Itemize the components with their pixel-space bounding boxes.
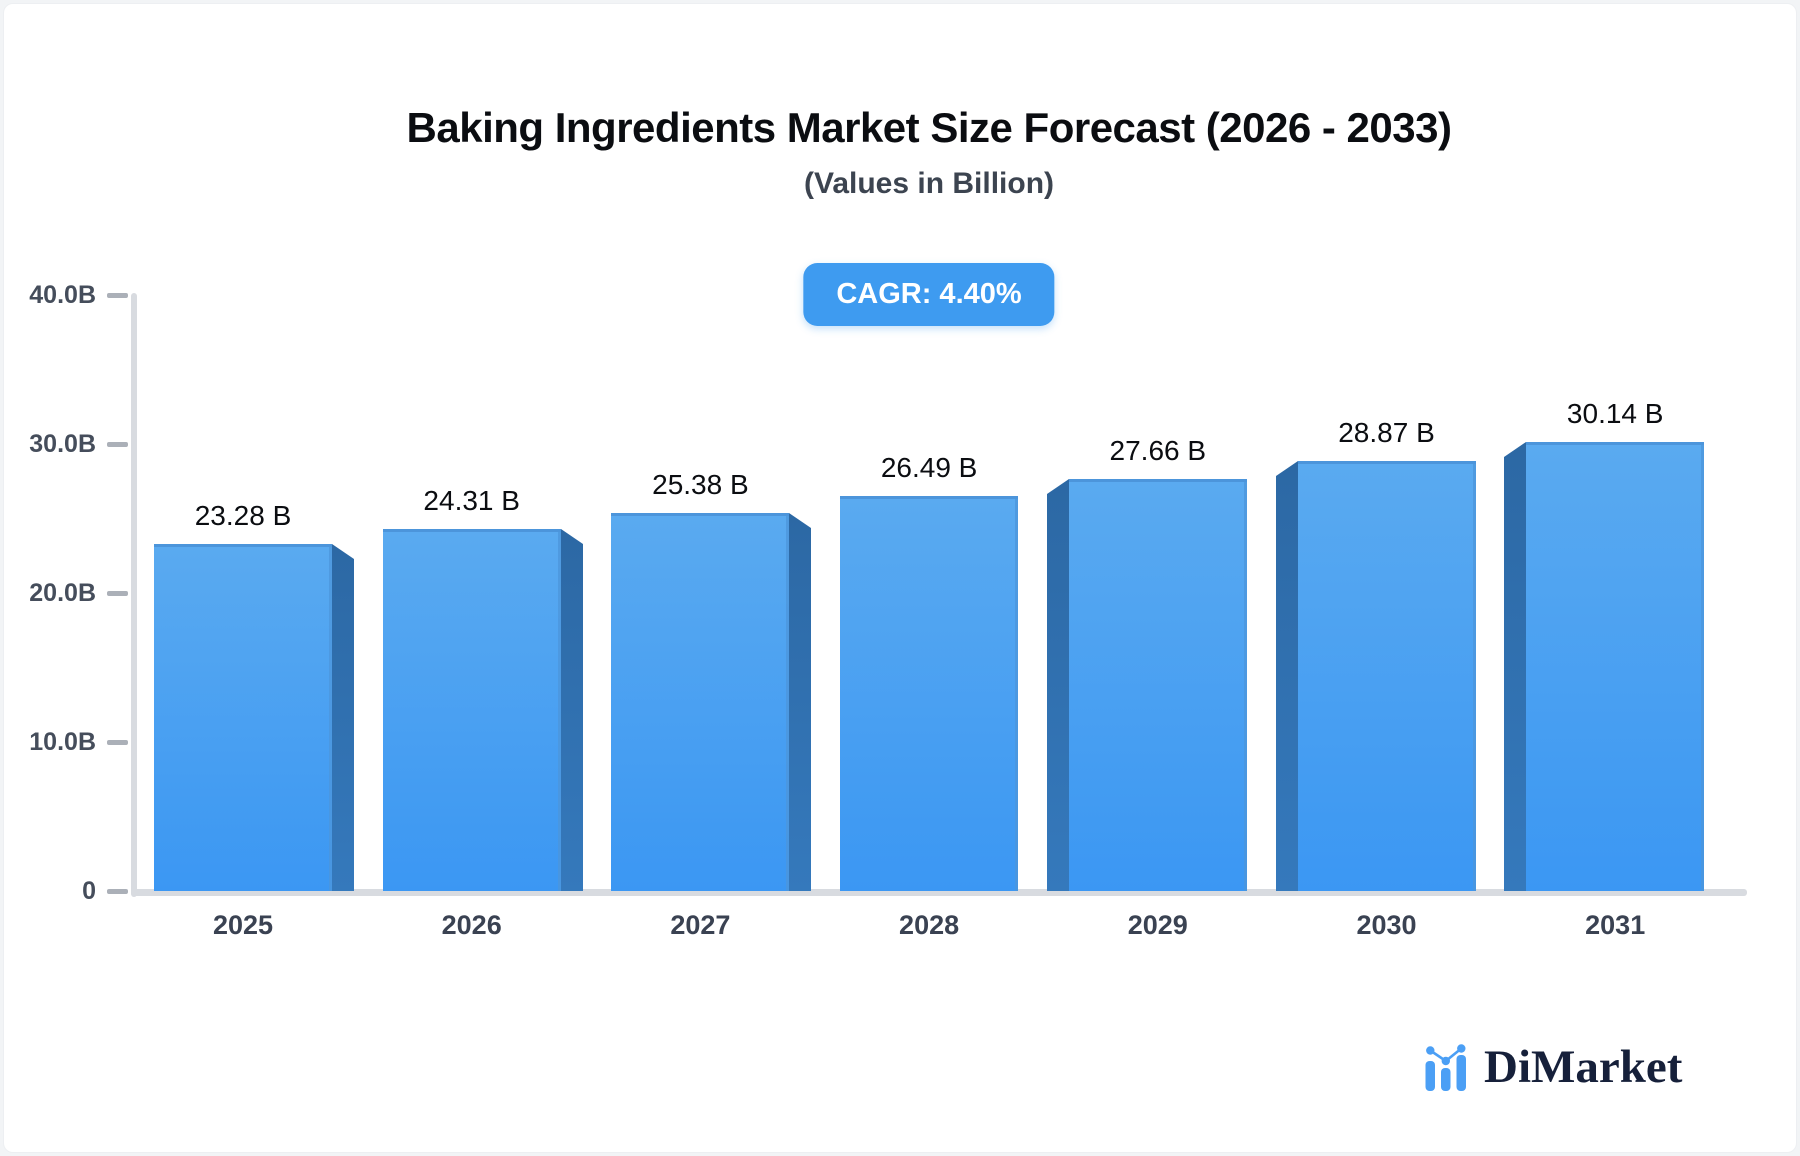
y-axis-tick-label: 20.0B xyxy=(29,579,96,607)
bar-top-edge xyxy=(154,544,332,547)
bar-right-edge xyxy=(329,544,332,891)
bar-front-face xyxy=(1297,461,1476,891)
bar-side-face xyxy=(789,513,812,891)
bar-top-edge xyxy=(1526,442,1705,445)
bar-side-face xyxy=(332,544,354,891)
bar-front-face xyxy=(1068,479,1247,891)
y-axis-tick-mark xyxy=(107,590,128,596)
x-axis-line xyxy=(131,889,1747,896)
y-axis-tick-mark xyxy=(107,888,128,894)
x-axis-label-2027: 2027 xyxy=(670,910,731,940)
bar-top-edge xyxy=(611,513,790,516)
bar-right-edge xyxy=(1243,479,1247,891)
y-axis-tick-label: 10.0B xyxy=(29,728,96,756)
bar-right-edge xyxy=(1015,496,1019,891)
y-axis-tick-mark xyxy=(107,441,128,447)
bar-value-label: 23.28 B xyxy=(194,500,292,531)
bar-front-face xyxy=(382,529,561,891)
x-axis-label-2030: 2030 xyxy=(1356,910,1417,940)
y-axis-tick-label: 30.0B xyxy=(29,430,96,458)
bar-right-edge xyxy=(786,513,790,891)
mini-bar-chart-icon xyxy=(1425,1044,1466,1091)
bar-2027 xyxy=(611,513,812,891)
x-axis-label-2031: 2031 xyxy=(1585,910,1646,940)
bar-front-face xyxy=(154,544,332,891)
bar-top-edge xyxy=(1068,479,1247,482)
bar-2028 xyxy=(840,496,1019,891)
y-axis-tick-label: 0 xyxy=(82,877,96,905)
bar-side-face xyxy=(1275,461,1298,891)
y-axis-line xyxy=(131,293,137,897)
bar-right-edge xyxy=(557,529,561,891)
dimarket-logo: DiMarket xyxy=(1424,1038,1682,1096)
y-axis-tick-mark xyxy=(107,292,128,298)
x-axis-label-2029: 2029 xyxy=(1127,910,1188,940)
bar-2029 xyxy=(1046,479,1247,891)
bar-right-edge xyxy=(1701,442,1705,891)
bar-value-label: 27.66 B xyxy=(1109,435,1207,466)
x-axis-label-2026: 2026 xyxy=(441,910,502,940)
logo-text: DiMarket xyxy=(1484,1041,1683,1093)
bar-value-label: 25.38 B xyxy=(652,469,749,500)
bar-side-face xyxy=(1046,479,1069,891)
bar-2026 xyxy=(382,529,583,891)
cagr-badge: CAGR: 4.40% xyxy=(803,263,1055,326)
bar-top-edge xyxy=(840,496,1019,499)
bar-value-label: 24.31 B xyxy=(423,485,520,516)
bar-2030 xyxy=(1275,461,1476,891)
bar-value-label: 28.87 B xyxy=(1338,417,1435,448)
x-axis-label-2028: 2028 xyxy=(899,910,960,940)
bar-front-face xyxy=(840,496,1019,891)
bar-side-face xyxy=(1504,442,1527,891)
bar-chart-plot: 40.0B 30.0B 20.0B 10.0B 0 23.28 B 24.31 B 25.3… xyxy=(4,4,1796,1152)
bar-2025 xyxy=(154,544,354,891)
bar-top-edge xyxy=(382,529,561,532)
bar-2031 xyxy=(1504,442,1705,891)
bar-front-face xyxy=(611,513,790,891)
bar-value-label: 30.14 B xyxy=(1566,398,1664,429)
bar-value-label: 26.49 B xyxy=(880,452,978,483)
y-axis-tick-mark xyxy=(107,739,128,745)
bar-right-edge xyxy=(1472,461,1476,891)
bar-top-edge xyxy=(1297,461,1476,464)
bar-side-face xyxy=(560,529,583,891)
chart-header: Baking Ingredients Market Size Forecast … xyxy=(54,4,1796,201)
bar-front-face xyxy=(1526,442,1705,891)
y-axis-tick-label: 40.0B xyxy=(29,281,96,309)
chart-subtitle: (Values in Billion) xyxy=(803,167,1055,200)
chart-title: Baking Ingredients Market Size Forecast … xyxy=(406,104,1452,151)
chart-card: Baking Ingredients Market Size Forecast … xyxy=(3,3,1797,1153)
x-axis-label-2025: 2025 xyxy=(212,910,274,940)
